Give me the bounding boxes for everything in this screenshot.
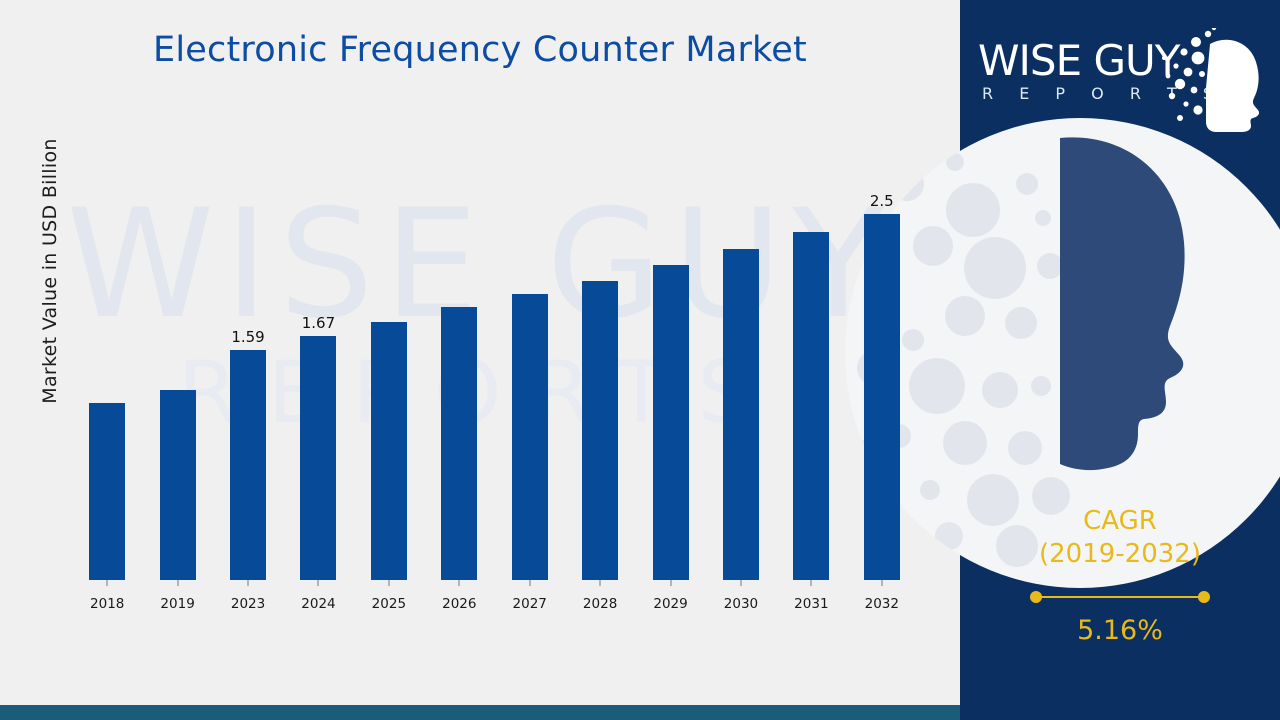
bar-group-2027: 2027 bbox=[495, 150, 565, 612]
x-axis-tick-2031 bbox=[810, 580, 812, 586]
bar-2029[interactable] bbox=[652, 265, 689, 580]
logo-wordmark: WISE GUY bbox=[978, 36, 1180, 85]
x-axis-tick-2025 bbox=[388, 580, 390, 586]
x-axis-label-2018: 2018 bbox=[90, 596, 125, 612]
x-axis-tick-2028 bbox=[599, 580, 601, 586]
bar-value-2032: 2.5 bbox=[869, 192, 894, 210]
x-axis-label-2027: 2027 bbox=[512, 596, 547, 612]
bar-2032[interactable] bbox=[863, 214, 900, 580]
x-axis-tick-2018 bbox=[106, 580, 108, 586]
cagr-period: (2019-2032) bbox=[1038, 538, 1201, 569]
chart-title: Electronic Frequency Counter Market bbox=[153, 30, 807, 70]
bar-group-2024: 1.67 2024 bbox=[283, 150, 353, 612]
bar-group-2032: 2.5 2032 bbox=[847, 150, 917, 612]
chart-panel: WISE GUY REPORTS Electronic Frequency Co… bbox=[39, 30, 960, 612]
bar-group-2025: 2025 bbox=[354, 150, 424, 612]
x-axis-tick-2026 bbox=[458, 580, 460, 586]
bar-group-2028: 2028 bbox=[565, 150, 635, 612]
y-axis-title: Market Value in USD Billion bbox=[39, 138, 61, 404]
x-axis-label-2025: 2025 bbox=[371, 596, 407, 612]
brand-panel: WISE GUY R E P O R T S CAGR (2019-2032) bbox=[960, 0, 1280, 720]
bar-chart-plot: 2018 2019 1.59 2023 1.67 2024 2025 2026 2027 2028… bbox=[72, 150, 917, 612]
logo-subwordmark: R E P O R T S bbox=[982, 84, 1224, 103]
x-axis-tick-2024 bbox=[317, 580, 319, 586]
decorative-disc-dots bbox=[960, 153, 1070, 567]
bar-group-2031: 2031 bbox=[776, 150, 846, 612]
bar-2026[interactable] bbox=[441, 307, 478, 580]
cagr-value: 5.16% bbox=[1077, 615, 1163, 646]
bar-2024[interactable] bbox=[300, 336, 337, 580]
bar-value-2023: 1.59 bbox=[231, 328, 265, 346]
x-axis-label-2032: 2032 bbox=[864, 596, 899, 612]
x-axis-label-2030: 2030 bbox=[723, 596, 759, 612]
brand-logo: WISE GUY R E P O R T S bbox=[978, 28, 1262, 133]
cagr-label: CAGR bbox=[1083, 506, 1157, 536]
bar-group-2030: 2030 bbox=[706, 150, 776, 612]
head-profile-silhouette-icon bbox=[1060, 137, 1185, 471]
bar-2018[interactable] bbox=[89, 403, 126, 580]
cagr-divider bbox=[1030, 591, 1210, 603]
x-axis-tick-2029 bbox=[670, 580, 672, 586]
x-axis-label-2023: 2023 bbox=[230, 596, 266, 612]
cagr-divider-dot-right bbox=[1198, 591, 1210, 603]
bar-group-2023: 1.59 2023 bbox=[213, 150, 283, 612]
x-axis-label-2028: 2028 bbox=[582, 596, 618, 612]
bar-group-2029: 2029 bbox=[635, 150, 705, 612]
x-axis-label-2026: 2026 bbox=[442, 596, 477, 612]
bar-2028[interactable] bbox=[582, 281, 619, 580]
bar-2023[interactable] bbox=[230, 350, 267, 580]
bar-group-2026: 2026 bbox=[424, 150, 494, 612]
cagr-block: CAGR (2019-2032) 5.16% bbox=[960, 505, 1280, 646]
bar-group-2018: 2018 bbox=[72, 150, 142, 612]
bar-2030[interactable] bbox=[722, 249, 759, 580]
bar-2025[interactable] bbox=[370, 322, 407, 580]
bar-2019[interactable] bbox=[159, 390, 196, 580]
bar-group-2019: 2019 bbox=[142, 150, 212, 612]
x-axis-label-2019: 2019 bbox=[160, 596, 195, 612]
footer-accent-bar bbox=[0, 705, 960, 720]
cagr-divider-line bbox=[1036, 596, 1204, 598]
x-axis-tick-2032 bbox=[881, 580, 883, 586]
x-axis-tick-2023 bbox=[247, 580, 249, 586]
x-axis-tick-2027 bbox=[529, 580, 531, 586]
x-axis-label-2031: 2031 bbox=[794, 596, 829, 612]
x-axis-tick-2019 bbox=[177, 580, 179, 586]
x-axis-label-2024: 2024 bbox=[301, 596, 336, 612]
bar-2027[interactable] bbox=[511, 294, 548, 580]
x-axis-tick-2030 bbox=[740, 580, 742, 586]
x-axis-label-2029: 2029 bbox=[653, 596, 688, 612]
dotted-head-profile-icon bbox=[1162, 28, 1260, 133]
bar-value-2024: 1.67 bbox=[301, 314, 336, 332]
bar-2031[interactable] bbox=[793, 232, 830, 580]
